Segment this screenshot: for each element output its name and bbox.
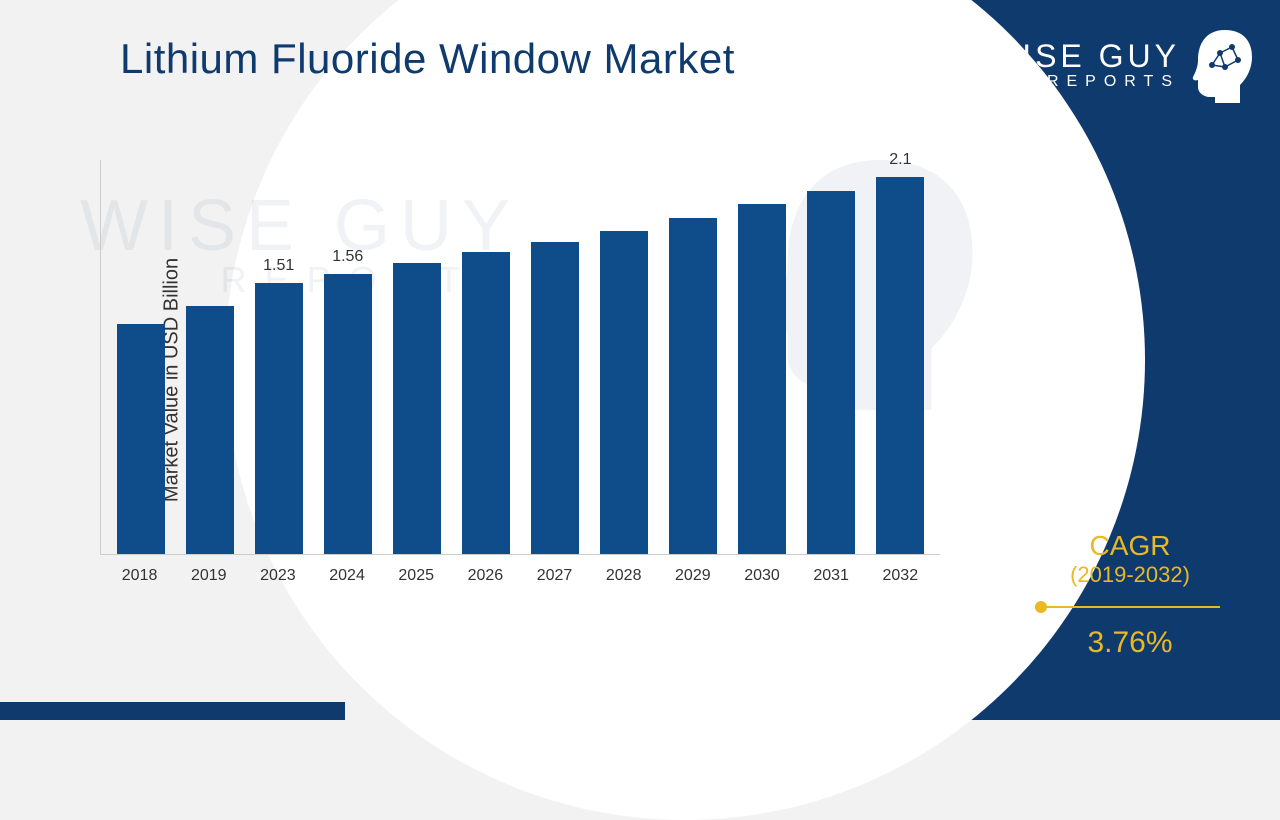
x-axis-labels: 2018 2019 2023 2024 2025 2026 2027 2028 2029 2030… <box>100 567 940 585</box>
chart-container: Market Value in USD Billion 1.511.562.1 … <box>60 160 940 600</box>
cagr-value: 3.76% <box>1010 626 1250 660</box>
bar-group <box>801 165 861 554</box>
x-tick-label: 2018 <box>110 567 170 585</box>
x-tick-label: 2019 <box>179 567 239 585</box>
x-tick-label: 2026 <box>455 567 515 585</box>
logo-sub-text: REPORTS <box>988 74 1180 90</box>
bar-group <box>111 298 171 554</box>
bar-group <box>663 192 723 554</box>
bar-group <box>456 226 516 554</box>
bar-group <box>732 178 792 554</box>
bar <box>807 191 855 554</box>
bars-row: 1.511.562.1 <box>101 160 940 554</box>
bar <box>600 231 648 554</box>
bar-group <box>594 205 654 554</box>
bar-group: 2.1 <box>870 151 930 554</box>
bar <box>876 177 924 554</box>
bar <box>117 324 165 554</box>
bottom-strip <box>0 702 345 720</box>
x-tick-label: 2024 <box>317 567 377 585</box>
head-icon <box>1190 25 1260 105</box>
chart-title: Lithium Fluoride Window Market <box>120 35 735 83</box>
bar-value-label: 1.51 <box>263 257 294 277</box>
x-tick-label: 2029 <box>663 567 723 585</box>
bar-group: 1.51 <box>249 257 309 554</box>
x-tick-label: 2031 <box>801 567 861 585</box>
logo-main-text: WISE GUY <box>988 40 1180 72</box>
bar <box>186 306 234 554</box>
x-tick-label: 2028 <box>594 567 654 585</box>
plot-area: 1.511.562.1 <box>100 160 940 555</box>
bar-group: 1.56 <box>318 248 378 554</box>
cagr-title: CAGR <box>1010 530 1250 562</box>
bar <box>462 252 510 554</box>
bar-value-label: 2.1 <box>889 151 911 171</box>
logo-text: WISE GUY REPORTS <box>988 40 1180 90</box>
x-tick-label: 2025 <box>386 567 446 585</box>
x-tick-label: 2032 <box>870 567 930 585</box>
x-tick-label: 2027 <box>525 567 585 585</box>
bar-group <box>387 237 447 554</box>
cagr-block: CAGR (2019-2032) 3.76% <box>1010 530 1250 660</box>
brand-logo: WISE GUY REPORTS <box>988 25 1260 105</box>
bar <box>531 242 579 554</box>
bar-value-label: 1.56 <box>332 248 363 268</box>
x-tick-label: 2023 <box>248 567 308 585</box>
cagr-range: (2019-2032) <box>1010 562 1250 588</box>
bar <box>669 218 717 554</box>
bar <box>738 204 786 554</box>
bar-group <box>525 216 585 554</box>
bar <box>393 263 441 554</box>
bar-group <box>180 280 240 554</box>
bar <box>324 274 372 554</box>
cagr-divider <box>1040 606 1220 608</box>
x-tick-label: 2030 <box>732 567 792 585</box>
bar <box>255 283 303 554</box>
